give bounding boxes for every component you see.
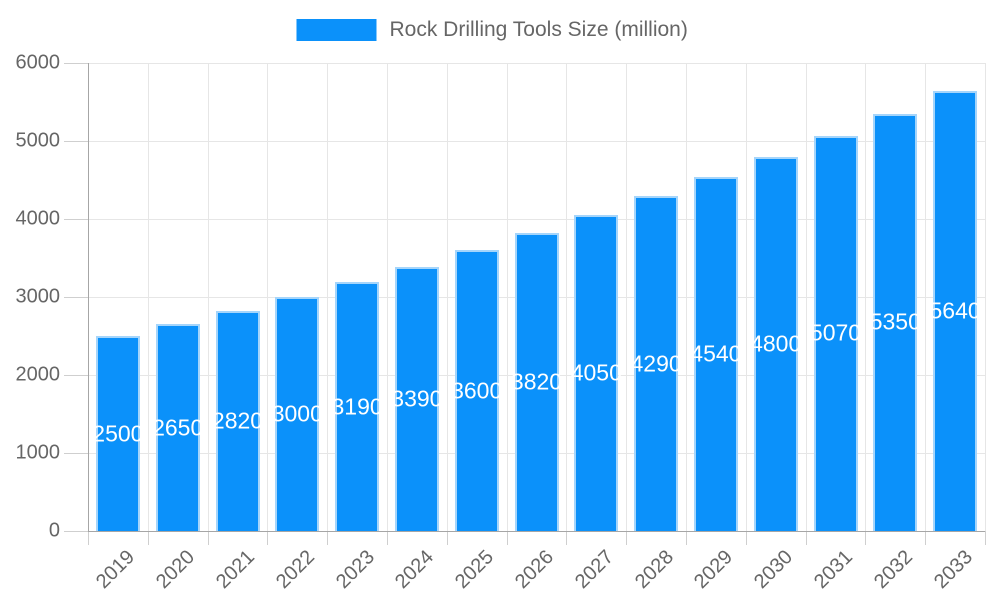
bar[interactable] bbox=[634, 196, 679, 531]
x-tick-label: 2020 bbox=[152, 546, 200, 594]
gridline-vertical bbox=[925, 63, 927, 531]
y-axis-tick bbox=[64, 219, 88, 220]
bar[interactable] bbox=[933, 91, 978, 531]
legend-label: Rock Drilling Tools Size (million) bbox=[389, 18, 688, 41]
gridline-horizontal bbox=[88, 219, 985, 220]
bar[interactable] bbox=[95, 336, 140, 531]
x-tick-label: 2033 bbox=[929, 546, 977, 594]
bar[interactable] bbox=[155, 324, 200, 531]
gridline-vertical bbox=[207, 63, 209, 531]
x-axis-line bbox=[88, 531, 985, 532]
y-axis-tick bbox=[64, 297, 88, 298]
gridline-vertical bbox=[506, 63, 508, 531]
y-axis-line bbox=[88, 63, 89, 532]
bar[interactable] bbox=[454, 250, 499, 531]
gridline-vertical bbox=[985, 63, 986, 531]
y-tick-label: 3000 bbox=[15, 285, 61, 308]
y-tick-label: 5000 bbox=[15, 129, 61, 152]
gridline-vertical bbox=[805, 63, 807, 531]
gridline-vertical bbox=[566, 63, 568, 531]
x-tick-label: 2029 bbox=[690, 546, 738, 594]
legend[interactable]: Rock Drilling Tools Size (million) bbox=[296, 18, 688, 42]
x-tick-label: 2030 bbox=[750, 546, 798, 594]
y-tick-label: 1000 bbox=[15, 441, 61, 464]
x-axis-tick bbox=[566, 531, 568, 545]
x-axis-tick bbox=[925, 531, 927, 545]
gridline-vertical bbox=[267, 63, 269, 531]
gridline-vertical bbox=[387, 63, 388, 531]
x-tick-label: 2024 bbox=[391, 546, 439, 594]
x-axis-tick bbox=[865, 531, 867, 545]
bar[interactable] bbox=[215, 311, 260, 531]
x-tick-label: 2021 bbox=[212, 546, 260, 594]
gridline-horizontal bbox=[88, 141, 985, 142]
gridline-vertical bbox=[446, 63, 448, 531]
gridline-vertical bbox=[147, 63, 149, 531]
gridline-vertical bbox=[865, 63, 867, 531]
x-axis-tick bbox=[506, 531, 508, 545]
bar[interactable] bbox=[394, 266, 439, 531]
gridline-vertical bbox=[686, 63, 687, 531]
bar[interactable] bbox=[514, 233, 559, 531]
y-tick-label: 6000 bbox=[15, 51, 61, 74]
bar[interactable] bbox=[753, 156, 798, 531]
y-axis-tick bbox=[64, 375, 88, 376]
x-axis-tick bbox=[207, 531, 209, 545]
gridline-vertical bbox=[327, 63, 329, 531]
bar[interactable] bbox=[335, 282, 380, 531]
y-tick-label: 2000 bbox=[15, 363, 61, 386]
gridline-vertical bbox=[626, 63, 628, 531]
bar[interactable] bbox=[693, 176, 738, 531]
x-axis-tick bbox=[88, 531, 89, 545]
bar[interactable] bbox=[275, 297, 320, 531]
x-tick-label: 2028 bbox=[630, 546, 678, 594]
x-tick-label: 2023 bbox=[331, 546, 379, 594]
y-tick-label: 4000 bbox=[15, 207, 61, 230]
x-axis-tick bbox=[387, 531, 388, 545]
bar[interactable] bbox=[873, 113, 918, 531]
x-axis-tick bbox=[985, 531, 986, 545]
x-axis-tick bbox=[745, 531, 747, 545]
y-axis-tick bbox=[64, 63, 88, 64]
legend-swatch bbox=[296, 19, 377, 41]
x-axis-tick bbox=[805, 531, 807, 545]
x-tick-label: 2019 bbox=[92, 546, 140, 594]
y-axis-tick bbox=[64, 453, 88, 454]
x-axis-tick bbox=[626, 531, 628, 545]
bar[interactable] bbox=[574, 215, 619, 531]
x-axis-tick bbox=[446, 531, 448, 545]
x-tick-label: 2032 bbox=[869, 546, 917, 594]
y-axis-tick bbox=[64, 141, 88, 142]
gridline-horizontal bbox=[88, 63, 985, 64]
x-tick-label: 2027 bbox=[570, 546, 618, 594]
x-axis-tick bbox=[686, 531, 687, 545]
x-tick-label: 2031 bbox=[810, 546, 858, 594]
x-tick-label: 2025 bbox=[451, 546, 499, 594]
gridline-vertical bbox=[745, 63, 747, 531]
x-axis-tick bbox=[147, 531, 149, 545]
x-tick-label: 2026 bbox=[511, 546, 559, 594]
bar[interactable] bbox=[813, 135, 858, 531]
x-axis-tick bbox=[327, 531, 329, 545]
y-tick-label: 0 bbox=[48, 519, 60, 542]
x-axis-tick bbox=[267, 531, 269, 545]
x-tick-label: 2022 bbox=[271, 546, 319, 594]
y-axis-tick bbox=[64, 531, 88, 532]
